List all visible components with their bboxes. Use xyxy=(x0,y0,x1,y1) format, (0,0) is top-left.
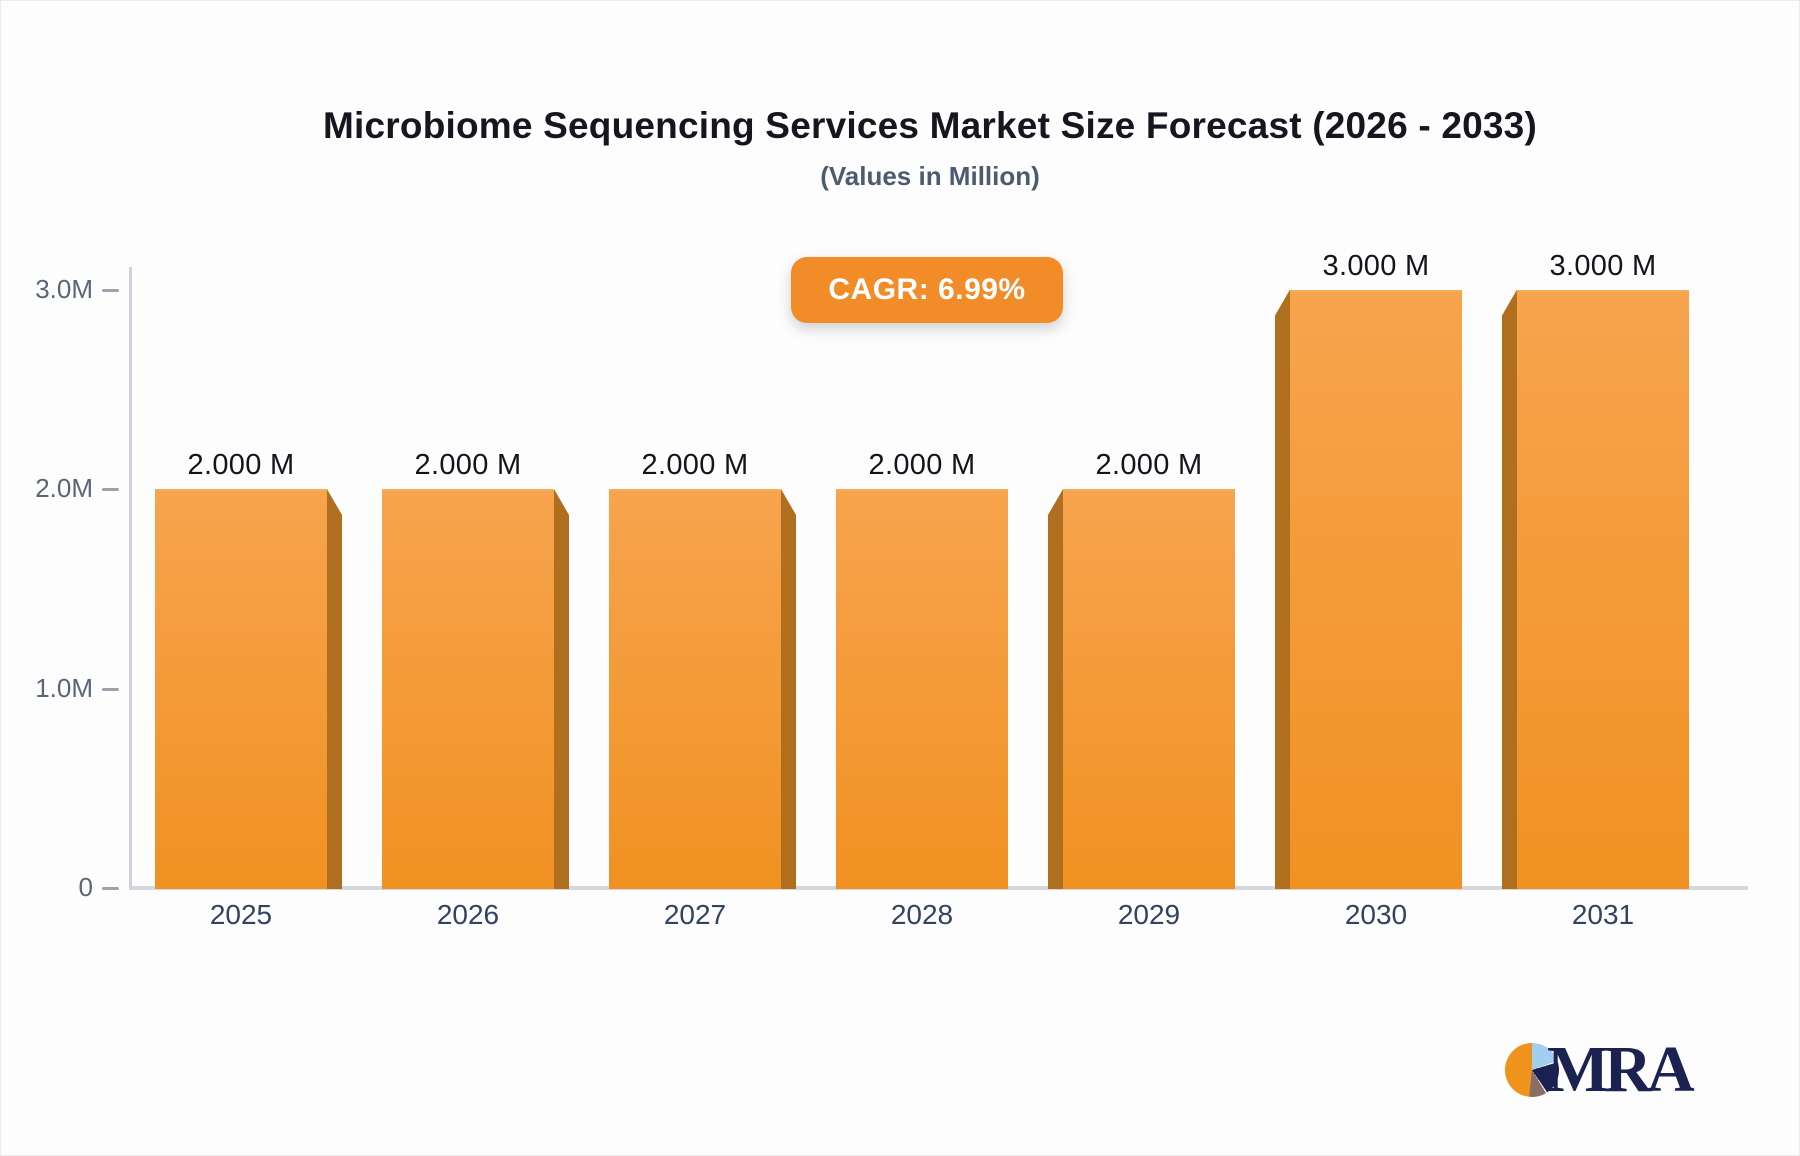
x-axis-label-2026: 2026 xyxy=(436,899,500,930)
bar-side-face xyxy=(1048,489,1063,889)
bar-value-label: 2.000 M xyxy=(641,449,749,481)
y-tick-label: 0 xyxy=(78,872,93,902)
bar-value-label: 3.000 M xyxy=(1322,249,1430,282)
bar-2030 xyxy=(1290,289,1462,889)
bar-2027 xyxy=(609,489,781,889)
bar-2031 xyxy=(1517,289,1689,889)
y-tick-mark xyxy=(102,488,119,491)
bar-value-label: 2.000 M xyxy=(868,449,976,481)
cagr-badge-label: CAGR: 6.99% xyxy=(828,273,1026,306)
bar-side-face xyxy=(1275,289,1290,889)
x-axis-label-2031: 2031 xyxy=(1571,899,1635,930)
bar-2028 xyxy=(836,489,1008,889)
bar-side-face xyxy=(1502,289,1517,889)
bar-value-label: 3.000 M xyxy=(1549,249,1657,282)
chart-title: Microbiome Sequencing Services Market Si… xyxy=(323,105,1537,146)
bar-value-label: 2.000 M xyxy=(187,449,295,481)
x-axis-label-2028: 2028 xyxy=(890,899,954,930)
bar-side-face xyxy=(781,489,796,889)
y-axis-line xyxy=(129,267,132,889)
bar-side-face xyxy=(327,489,342,889)
y-tick-mark xyxy=(102,687,119,691)
y-tick-label: 1.0M xyxy=(35,672,93,703)
bar-2025 xyxy=(155,489,327,889)
chart-subtitle: (Values in Million) xyxy=(820,161,1040,191)
x-axis-label-2030: 2030 xyxy=(1344,899,1408,930)
y-tick-mark xyxy=(102,288,119,292)
pie-chart-icon xyxy=(1505,1043,1559,1097)
bar-value-label: 2.000 M xyxy=(414,449,522,481)
x-axis-label-2029: 2029 xyxy=(1117,899,1181,930)
bar-2029 xyxy=(1063,489,1235,889)
y-tick-label: 2.0M xyxy=(35,473,93,503)
y-tick-label: 3.0M xyxy=(35,273,93,304)
logo-text: MRA xyxy=(1547,1033,1695,1106)
y-tick-mark xyxy=(102,887,119,890)
bar-2026 xyxy=(382,489,554,889)
bar-side-face xyxy=(554,489,569,889)
x-axis-label-2027: 2027 xyxy=(663,899,727,930)
cagr-badge: CAGR: 6.99% xyxy=(791,257,1063,323)
x-axis-label-2025: 2025 xyxy=(209,899,273,930)
mra-logo: MRA xyxy=(1505,1033,1695,1106)
bar-value-label: 2.000 M xyxy=(1095,449,1203,481)
